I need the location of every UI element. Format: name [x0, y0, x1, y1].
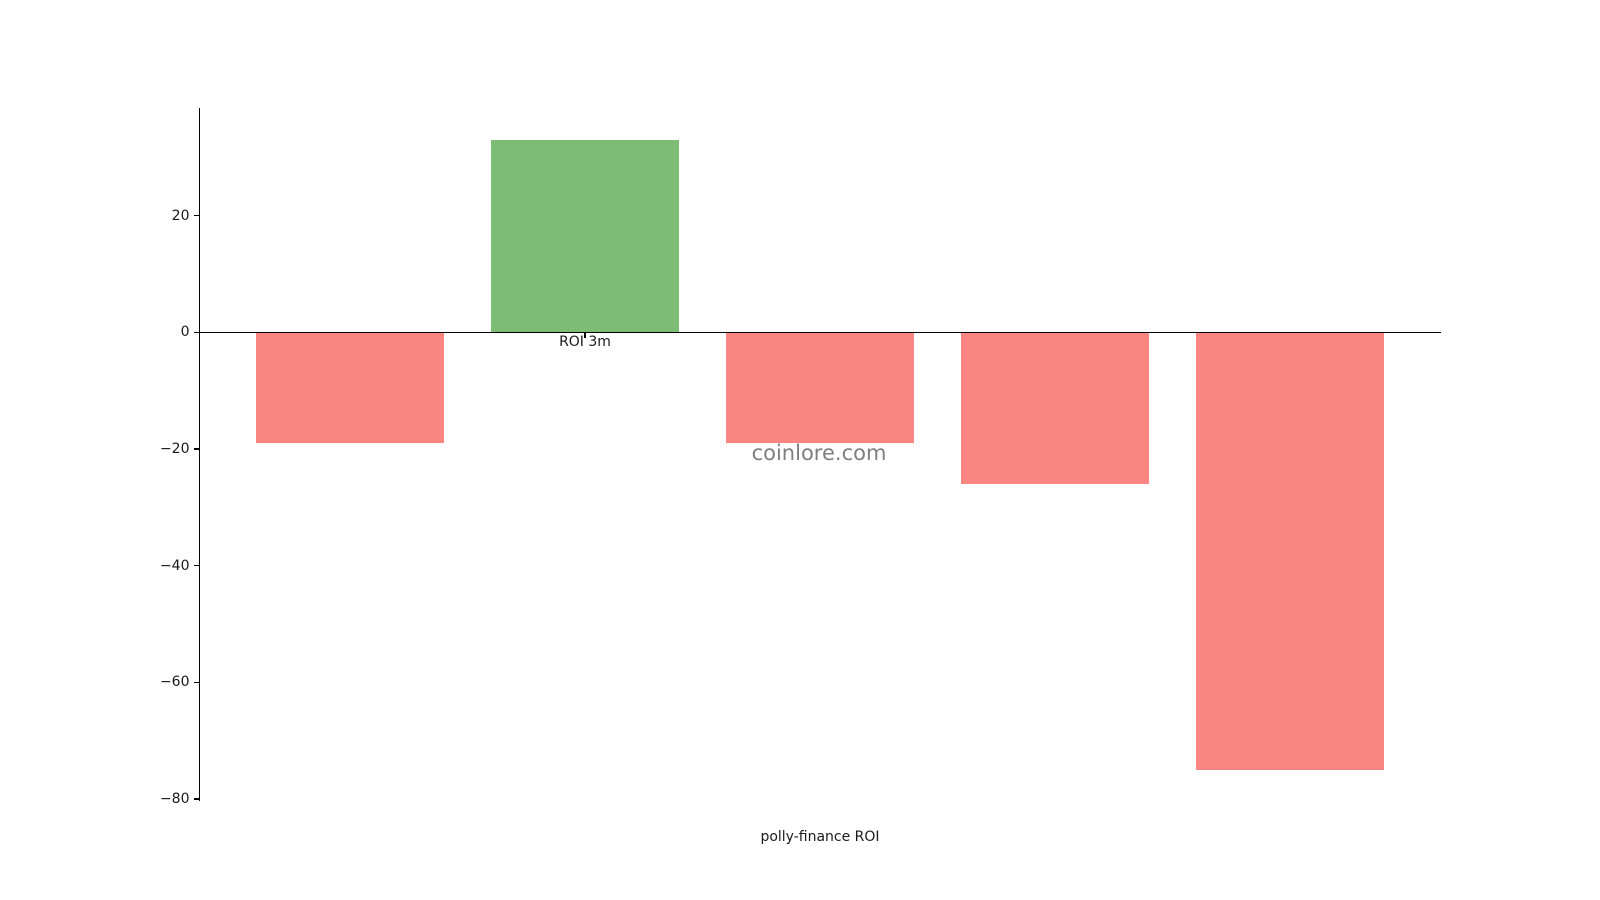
y-axis-line: [199, 108, 201, 801]
bar-index-2: [726, 332, 914, 444]
y-tick-mark: [193, 681, 200, 683]
y-tick-mark: [193, 564, 200, 567]
bar-index-0: [256, 332, 444, 444]
y-tick-label: 0: [180, 324, 190, 341]
y-tick-mark: [193, 448, 200, 450]
y-tick-label: 20: [171, 207, 190, 224]
bar-index-3: [961, 332, 1149, 484]
y-tick-label: −20: [159, 440, 190, 457]
y-tick-mark: [193, 214, 200, 217]
x-axis-line: [200, 331, 1441, 333]
bar-index-4: [1196, 332, 1384, 770]
x-tick-label: ROI 3m: [559, 333, 611, 350]
y-tick-label: −80: [159, 790, 190, 807]
y-tick-label: −60: [159, 674, 190, 691]
y-tick-label: −40: [159, 557, 190, 574]
watermark: coinlore.com: [751, 441, 887, 465]
y-tick-mark: [193, 331, 200, 333]
x-tick-mark: [584, 332, 586, 338]
x-axis-label: polly-finance ROI: [760, 829, 880, 845]
bar-roi-3m: [491, 139, 679, 333]
y-tick-mark: [193, 798, 200, 800]
